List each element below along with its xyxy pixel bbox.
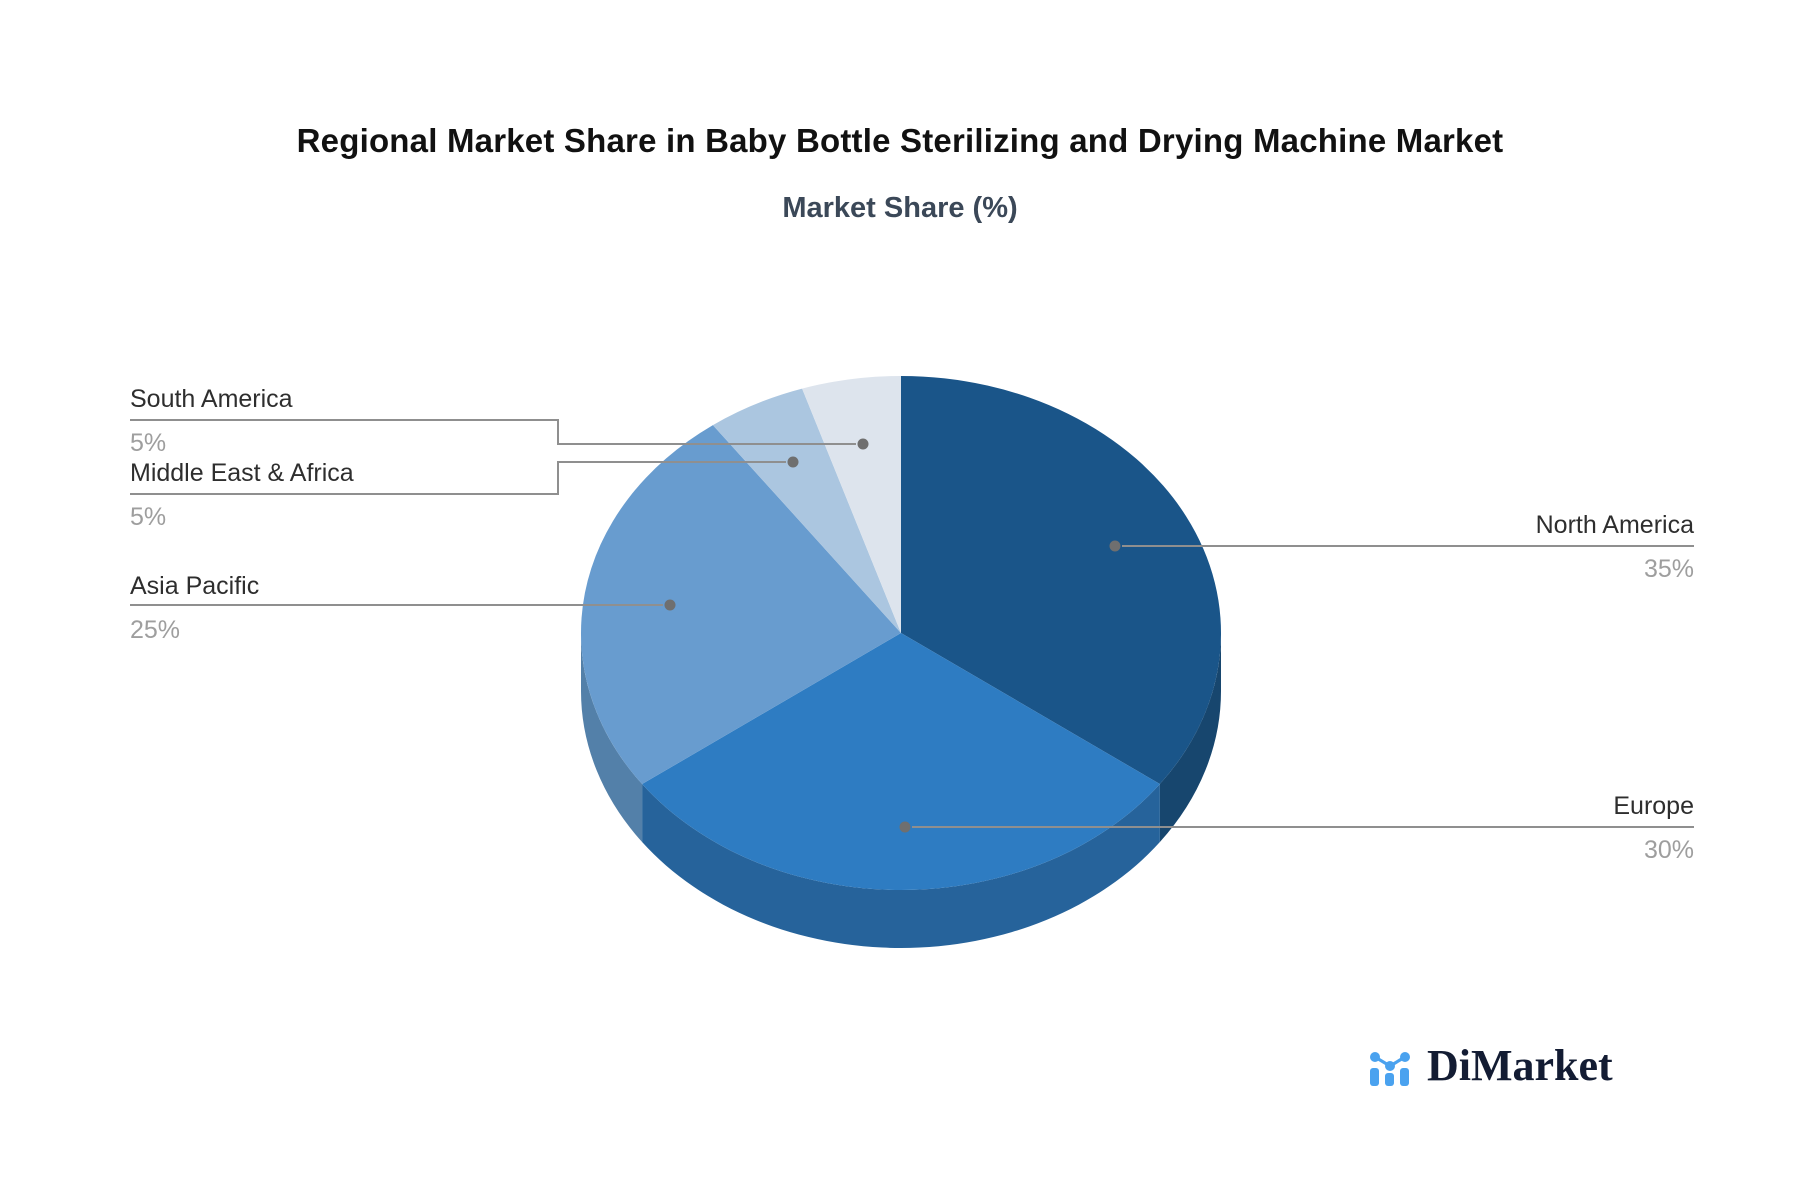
slice-percent: 5% (130, 503, 167, 531)
brand-logo: DiMarket (1368, 1042, 1613, 1090)
slice-percent: 35% (1643, 555, 1694, 583)
slice-percent: 30% (1643, 836, 1694, 864)
callout-south-america: South America 5% (130, 384, 293, 458)
pie-slice (901, 376, 1222, 785)
pie-slice (580, 425, 901, 785)
slice-percent: 25% (130, 616, 181, 644)
pie-slice-side (581, 633, 643, 843)
slice-label: Asia Pacific (130, 572, 260, 600)
chart-title: Regional Market Share in Baby Bottle Ste… (296, 122, 1504, 159)
brand-name: DiMarket (1427, 1041, 1613, 1090)
callout-north-america: North America 35% (1536, 510, 1694, 584)
slice-label: North America (1535, 511, 1694, 539)
bar-line-chart-icon (1370, 1052, 1410, 1086)
leader-line (130, 419, 856, 445)
callout-asia-pacific: Asia Pacific 25% (130, 571, 259, 645)
leader-dot (1109, 540, 1121, 552)
slice-label: Middle East & Africa (130, 459, 354, 487)
callout-middle-east-africa: Middle East & Africa 5% (130, 458, 354, 532)
pie-slice-side (642, 784, 1160, 949)
callout-europe: Europe 30% (1613, 791, 1694, 865)
leader-dot (787, 456, 799, 468)
slice-label: South America (130, 385, 293, 413)
leader-dot (664, 599, 676, 611)
pie-slice (802, 376, 901, 633)
slice-label: Europe (1613, 792, 1694, 820)
pie-slice-side (1159, 633, 1221, 843)
pie-slice (712, 388, 901, 633)
leader-line (130, 461, 786, 495)
leader-dot (857, 438, 869, 450)
pie-slice (642, 633, 1160, 891)
chart-subtitle: Market Share (%) (782, 192, 1018, 224)
leader-dot (899, 821, 911, 833)
slice-percent: 5% (130, 429, 167, 457)
